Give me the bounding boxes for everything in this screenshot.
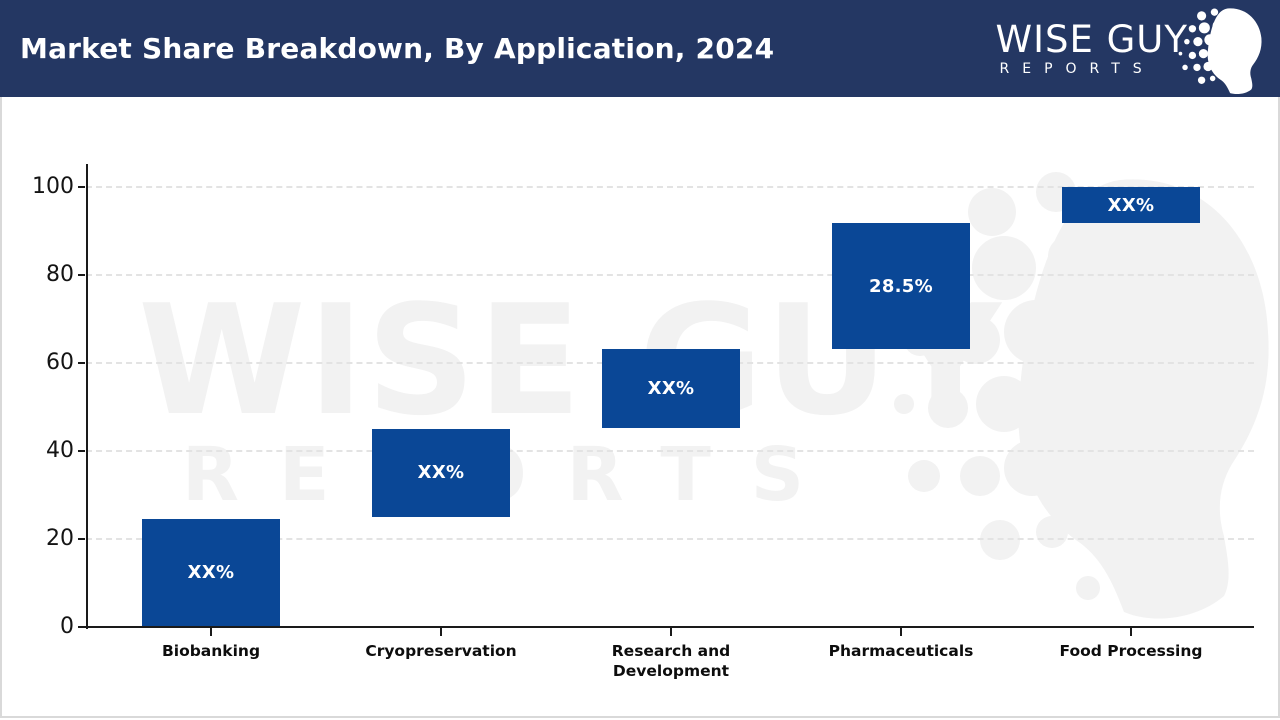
x-axis-category-label: Biobanking: [161, 641, 261, 660]
header-bar: Market Share Breakdown, By Application, …: [0, 0, 1280, 97]
gridline: [86, 449, 1254, 452]
x-axis-tick: [1130, 628, 1132, 636]
x-axis-tick: [670, 628, 672, 636]
gridline: [86, 273, 1254, 276]
y-axis-tick: [78, 361, 85, 364]
bar-value-label: XX%: [187, 562, 235, 584]
y-axis-tick: [78, 273, 85, 276]
y-axis-tick-label: 100: [32, 173, 74, 199]
x-axis-tick: [440, 628, 442, 636]
y-axis-tick: [78, 185, 85, 188]
wiseguy-logo-text: WISE GUY REPORTS: [996, 21, 1188, 76]
bar-pharmaceuticals: 28.5%: [832, 223, 970, 349]
gridline: [86, 185, 1254, 188]
x-axis-category-label: Pharmaceuticals: [828, 641, 974, 660]
y-axis-tick-label: 40: [46, 437, 74, 463]
y-axis-tick-label: 20: [46, 525, 74, 551]
y-axis-tick-label: 0: [60, 613, 74, 639]
bar-value-label: XX%: [1107, 194, 1155, 216]
watermark-subtitle: REPORTS: [182, 432, 845, 518]
page-title: Market Share Breakdown, By Application, …: [20, 32, 775, 65]
x-axis-category-label: Food Processing: [1059, 641, 1203, 660]
bar-value-label: 28.5%: [869, 275, 933, 297]
y-axis-tick-label: 80: [46, 261, 74, 287]
bar-food-processing: XX%: [1062, 187, 1200, 223]
bar-research-and-development: XX%: [602, 348, 740, 429]
y-axis-line: [86, 164, 88, 629]
x-axis-line: [80, 626, 1254, 628]
bar-value-label: XX%: [647, 377, 695, 399]
y-axis-tick: [78, 449, 85, 452]
logo-wordmark: WISE GUY: [995, 18, 1188, 61]
x-axis-tick: [210, 628, 212, 636]
logo-subtitle: REPORTS: [999, 61, 1155, 77]
watermark-head-icon: [894, 172, 1269, 619]
x-axis-category-label: Research and Development: [611, 641, 731, 681]
x-axis-tick: [900, 628, 902, 636]
wiseguy-head-icon: [1178, 7, 1262, 94]
x-axis-category-label: Cryopreservation: [365, 641, 517, 660]
wiseguy-logo: WISE GUY REPORTS: [996, 0, 1266, 97]
gridline: [86, 537, 1254, 540]
bar-cryopreservation: XX%: [372, 428, 510, 517]
bar-value-label: XX%: [417, 462, 465, 484]
y-axis-tick-label: 60: [46, 349, 74, 375]
bar-biobanking: XX%: [142, 518, 280, 627]
y-axis-tick: [78, 537, 85, 540]
